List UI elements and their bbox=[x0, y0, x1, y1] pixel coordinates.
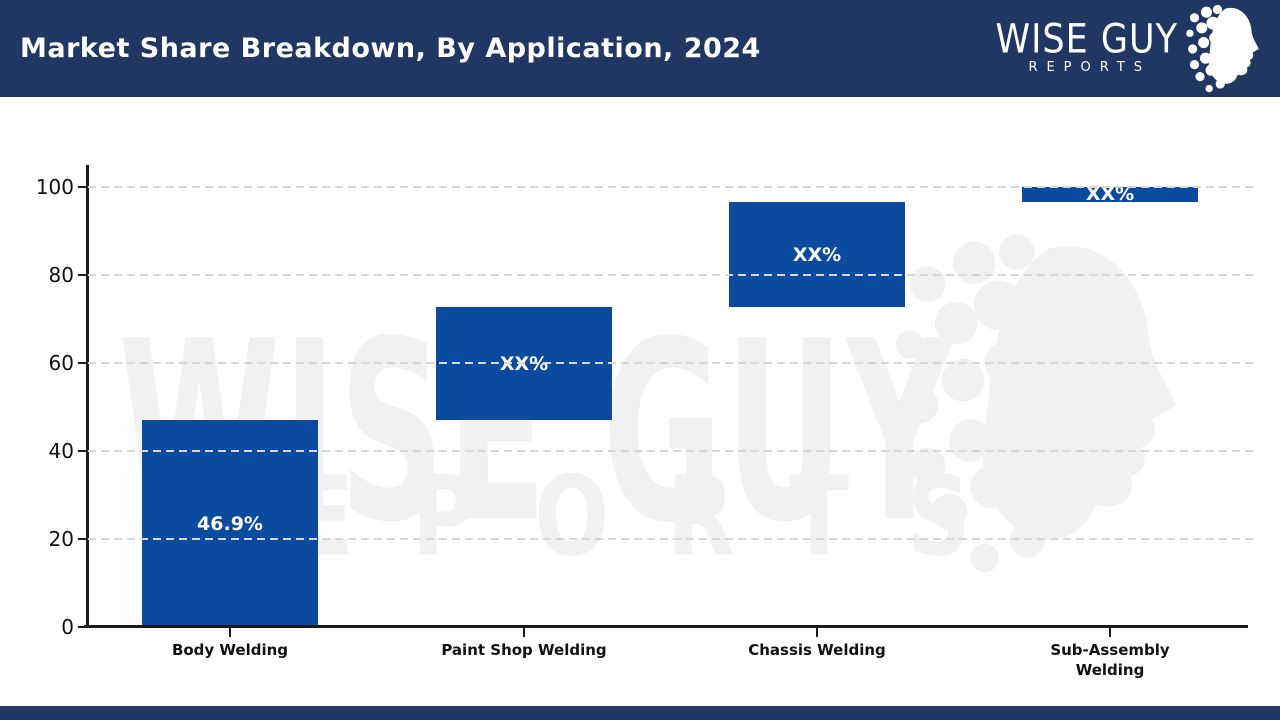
x-tick-label-body-welding: Body Welding bbox=[171, 641, 289, 659]
gridline-60 bbox=[88, 361, 1256, 364]
gridline-20 bbox=[88, 537, 1256, 540]
header-bar: Market Share Breakdown, By Application, … bbox=[0, 0, 1280, 97]
y-tick-label-80: 80 bbox=[48, 262, 74, 287]
x-axis-spine bbox=[84, 625, 1248, 628]
bar-chassis-welding: XX% bbox=[729, 202, 905, 307]
chart-title: Market Share Breakdown, By Application, … bbox=[20, 33, 761, 64]
x-tick-label-sub-assembly-welding: Sub-Assembly Welding bbox=[1050, 641, 1170, 679]
x-tick-label-paint-shop-welding: Paint Shop Welding bbox=[441, 641, 607, 659]
bar-sub-assembly-welding: XX% bbox=[1022, 183, 1198, 205]
x-tick-mark-0 bbox=[229, 628, 231, 637]
logo-face-icon bbox=[1186, 4, 1259, 92]
y-axis-spine bbox=[86, 165, 89, 628]
y-tick-mark-60 bbox=[78, 361, 86, 364]
logo-subtitle: REPORTS bbox=[1028, 60, 1152, 75]
gridline-80 bbox=[88, 273, 1256, 276]
bar-body-welding: 46.9% bbox=[142, 420, 318, 627]
y-tick-label-0: 0 bbox=[61, 615, 74, 639]
y-tick-label-60: 60 bbox=[48, 350, 74, 375]
bar-value-label: 46.9% bbox=[197, 512, 263, 535]
chart-area: WISE GUY REPORTS 0 20 40 60 80 100 46.9% XX% XX… bbox=[0, 97, 1280, 706]
y-tick-mark-100 bbox=[78, 185, 86, 188]
y-tick-label-40: 40 bbox=[48, 438, 74, 463]
x-tick-mark-3 bbox=[1109, 628, 1111, 637]
footer-bar bbox=[0, 706, 1280, 720]
bar-value-label: XX% bbox=[1085, 183, 1135, 206]
x-tick-mark-1 bbox=[523, 628, 525, 637]
wiseguy-logo: WISE GUY REPORTS bbox=[995, 3, 1280, 95]
y-tick-label-20: 20 bbox=[48, 526, 74, 551]
bar-value-label: XX% bbox=[792, 243, 842, 266]
gridline-40 bbox=[88, 449, 1256, 452]
logo-wordmark: WISE GUY bbox=[995, 17, 1178, 63]
x-tick-label-chassis-welding: Chassis Welding bbox=[748, 641, 886, 659]
y-tick-mark-20 bbox=[78, 537, 86, 540]
y-tick-mark-40 bbox=[78, 449, 86, 452]
y-tick-mark-0 bbox=[78, 626, 86, 628]
y-tick-mark-80 bbox=[78, 273, 86, 276]
y-tick-label-100: 100 bbox=[35, 174, 74, 199]
x-tick-mark-2 bbox=[816, 628, 818, 637]
logo-text: WISE GUY REPORTS bbox=[995, 17, 1178, 75]
gridline-100 bbox=[88, 185, 1256, 188]
